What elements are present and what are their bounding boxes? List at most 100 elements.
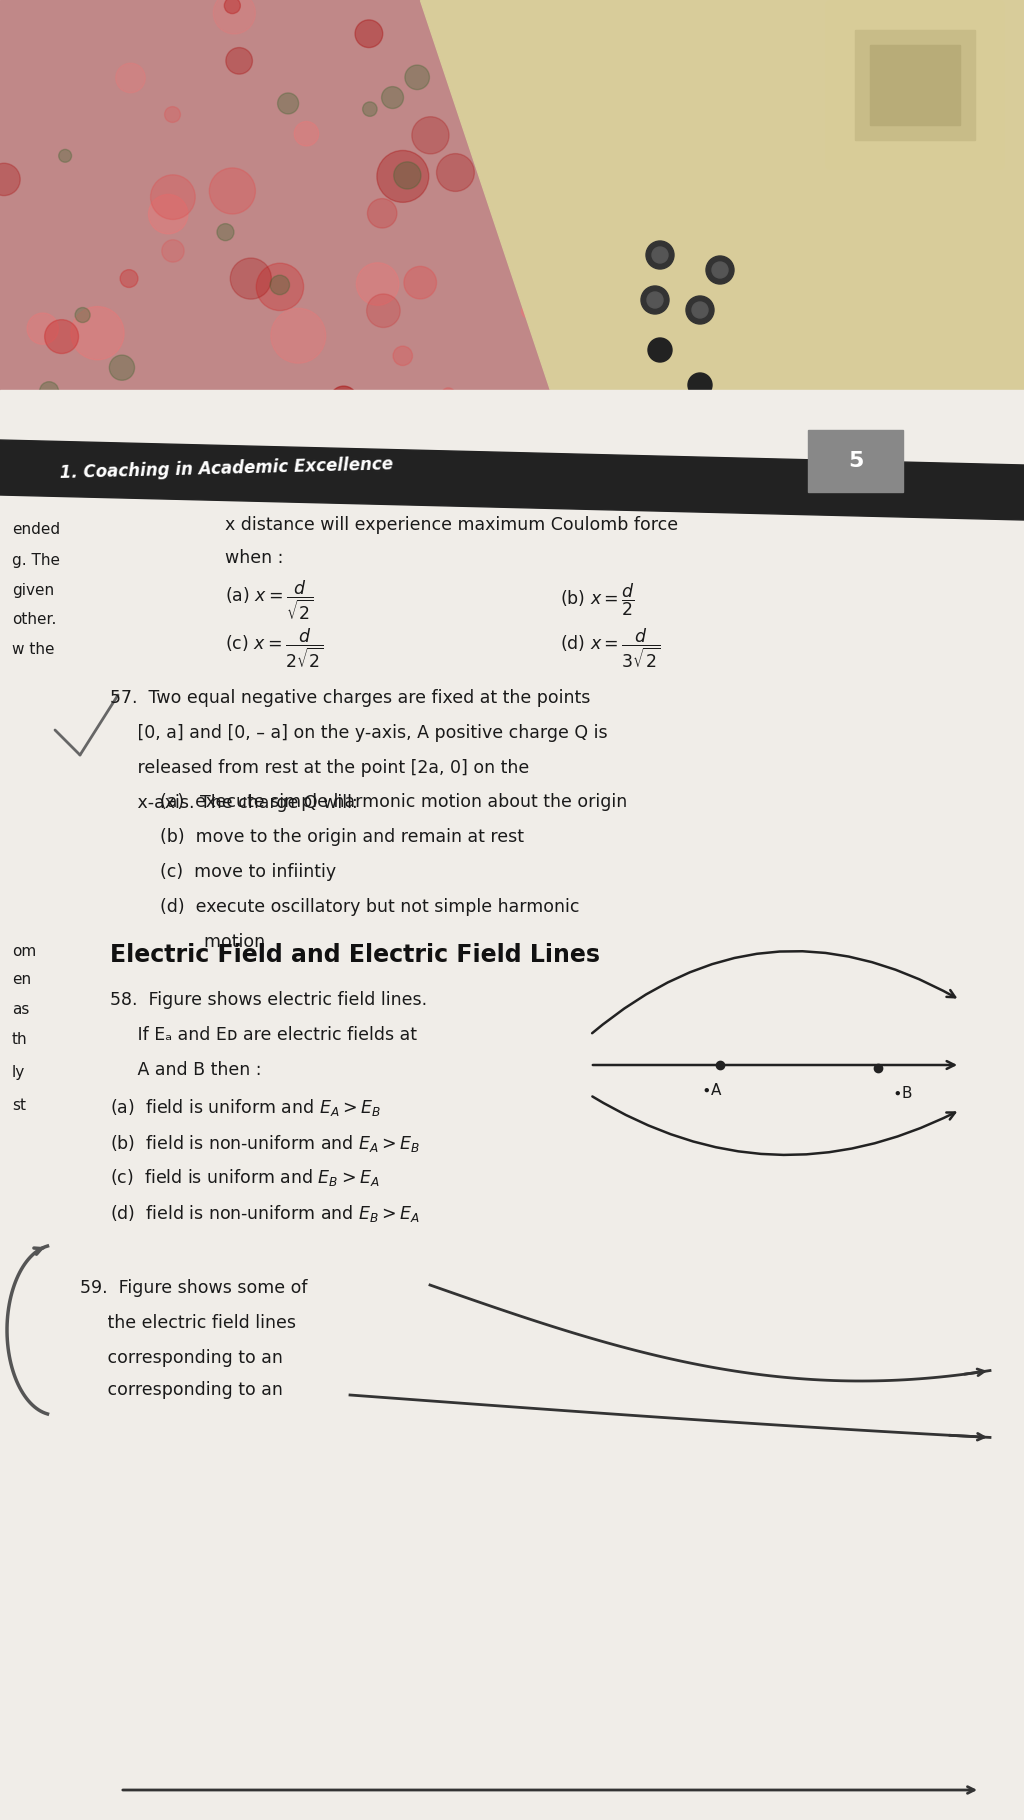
Text: [0, a] and [0, – a] on the y-axis, A positive charge Q is: [0, a] and [0, – a] on the y-axis, A pos… (110, 724, 607, 743)
Circle shape (688, 373, 712, 397)
Text: (d)  execute oscillatory but not simple harmonic: (d) execute oscillatory but not simple h… (160, 897, 580, 915)
Circle shape (508, 126, 551, 169)
Bar (0, 389, 1024, 1820)
Circle shape (436, 153, 474, 191)
Circle shape (692, 302, 708, 318)
Circle shape (256, 264, 304, 311)
Circle shape (362, 102, 377, 116)
Circle shape (270, 275, 290, 295)
Circle shape (209, 167, 255, 215)
Circle shape (441, 388, 455, 402)
Circle shape (356, 262, 399, 306)
Circle shape (27, 313, 58, 344)
Text: 58.  Figure shows electric field lines.: 58. Figure shows electric field lines. (110, 992, 427, 1008)
Circle shape (368, 198, 397, 228)
Text: motion: motion (160, 934, 265, 952)
Circle shape (412, 116, 450, 155)
Text: g. The: g. The (12, 553, 60, 568)
Text: ly: ly (12, 1065, 26, 1079)
Circle shape (58, 149, 72, 162)
Circle shape (213, 0, 255, 35)
Circle shape (217, 224, 233, 240)
Text: 1. Coaching in Academic Excellence: 1. Coaching in Academic Excellence (60, 455, 394, 482)
Text: (d) $x = \dfrac{d}{3\sqrt{2}}$: (d) $x = \dfrac{d}{3\sqrt{2}}$ (560, 626, 660, 670)
Circle shape (0, 164, 20, 195)
Bar (855, 29, 975, 140)
Text: the electric field lines: the electric field lines (80, 1314, 296, 1332)
Circle shape (394, 162, 421, 189)
Circle shape (404, 66, 429, 89)
Text: 59.  Figure shows some of: 59. Figure shows some of (80, 1279, 307, 1298)
Circle shape (367, 295, 400, 328)
Text: (b) $x = \dfrac{d}{2}$: (b) $x = \dfrac{d}{2}$ (560, 582, 635, 619)
Text: (a) $x = \dfrac{d}{\sqrt{2}}$: (a) $x = \dfrac{d}{\sqrt{2}}$ (225, 579, 314, 622)
Text: (a)  field is uniform and $E_A > E_B$: (a) field is uniform and $E_A > E_B$ (110, 1097, 381, 1119)
Text: when :: when : (225, 550, 284, 568)
Polygon shape (0, 440, 1024, 521)
Text: om: om (12, 945, 36, 959)
Circle shape (116, 64, 145, 93)
Circle shape (712, 262, 728, 278)
Text: x-axis. The charge Q will:: x-axis. The charge Q will: (110, 794, 357, 812)
Circle shape (355, 20, 383, 47)
Circle shape (377, 151, 429, 202)
Text: ended: ended (12, 522, 60, 537)
Circle shape (120, 269, 138, 288)
Text: as: as (12, 1003, 30, 1017)
Text: corresponding to an: corresponding to an (80, 1381, 283, 1400)
Text: released from rest at the point [2a, 0] on the: released from rest at the point [2a, 0] … (110, 759, 529, 777)
Circle shape (270, 308, 326, 364)
Text: (a)  execute simple harmonic motion about the origin: (a) execute simple harmonic motion about… (160, 794, 628, 812)
Circle shape (230, 258, 271, 298)
Text: x distance will experience maximum Coulomb force: x distance will experience maximum Coulo… (225, 517, 678, 533)
Circle shape (45, 320, 79, 353)
Text: corresponding to an: corresponding to an (80, 1349, 283, 1367)
Circle shape (382, 87, 403, 109)
Circle shape (71, 306, 124, 360)
Text: Electric Field and Electric Field Lines: Electric Field and Electric Field Lines (110, 943, 600, 966)
Text: 57.  Two equal negative charges are fixed at the points: 57. Two equal negative charges are fixed… (110, 690, 591, 706)
Text: other.: other. (12, 613, 56, 628)
Circle shape (641, 286, 669, 315)
Polygon shape (420, 0, 1024, 480)
Text: st: st (12, 1097, 26, 1112)
Circle shape (226, 47, 253, 75)
Circle shape (521, 304, 536, 318)
Circle shape (110, 355, 134, 380)
Circle shape (165, 107, 180, 122)
Circle shape (403, 266, 436, 298)
Circle shape (393, 346, 413, 366)
Circle shape (502, 0, 541, 35)
Circle shape (330, 386, 357, 413)
Circle shape (40, 382, 58, 400)
Bar (808, 430, 903, 491)
Text: (b)  field is non-uniform and $E_A > E_B$: (b) field is non-uniform and $E_A > E_B$ (110, 1132, 420, 1154)
Circle shape (647, 291, 663, 308)
Text: If Eₐ and Eᴅ are electric fields at: If Eₐ and Eᴅ are electric fields at (110, 1026, 417, 1045)
Text: $\bullet$B: $\bullet$B (892, 1085, 913, 1101)
Text: 5: 5 (848, 451, 863, 471)
Circle shape (648, 339, 672, 362)
Text: $\bullet$A: $\bullet$A (701, 1083, 723, 1097)
Text: (c)  field is uniform and $E_B > E_A$: (c) field is uniform and $E_B > E_A$ (110, 1167, 380, 1188)
Text: (c)  move to infiintiy: (c) move to infiintiy (160, 863, 336, 881)
Circle shape (275, 393, 315, 433)
Circle shape (162, 240, 184, 262)
Bar (870, 46, 961, 126)
Circle shape (652, 248, 668, 264)
Circle shape (446, 18, 459, 29)
Circle shape (75, 308, 90, 322)
Circle shape (151, 175, 196, 220)
Text: A and B then :: A and B then : (110, 1061, 261, 1079)
Text: en: en (12, 972, 31, 988)
Text: (c) $x = \dfrac{d}{2\sqrt{2}}$: (c) $x = \dfrac{d}{2\sqrt{2}}$ (225, 626, 324, 670)
Circle shape (646, 240, 674, 269)
FancyBboxPatch shape (826, 2, 1004, 169)
Circle shape (501, 98, 518, 115)
Circle shape (278, 93, 299, 115)
Circle shape (294, 122, 318, 146)
Text: given: given (12, 582, 54, 597)
Text: w the: w the (12, 642, 54, 657)
Circle shape (706, 257, 734, 284)
Text: th: th (12, 1032, 28, 1048)
